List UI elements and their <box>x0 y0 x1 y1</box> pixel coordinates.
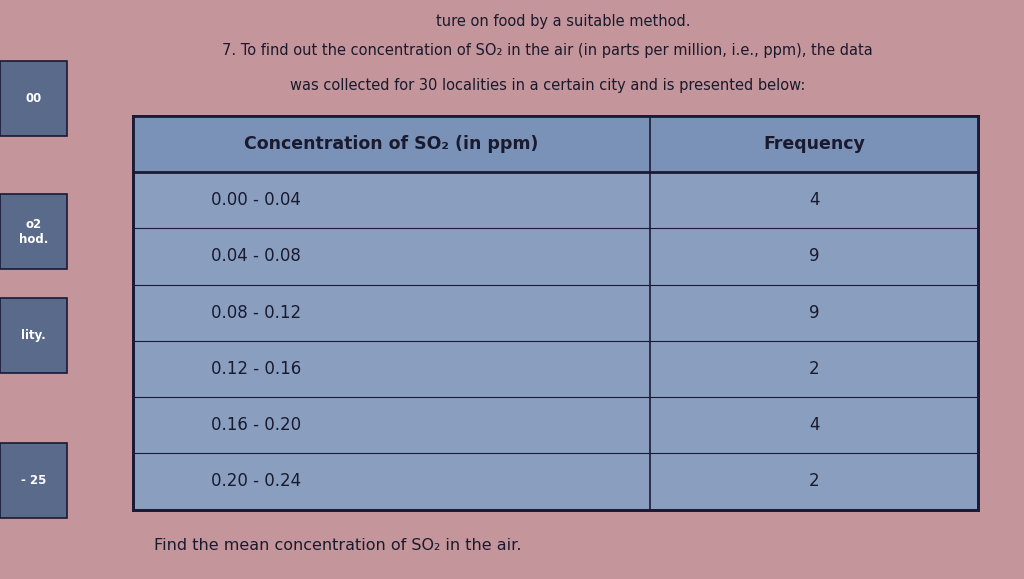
Text: ture on food by a suitable method.: ture on food by a suitable method. <box>436 14 690 30</box>
Text: 4: 4 <box>809 191 819 209</box>
Bar <box>0 194 67 269</box>
Text: 9: 9 <box>809 303 819 322</box>
Text: 4: 4 <box>809 416 819 434</box>
Text: 0.08 - 0.12: 0.08 - 0.12 <box>211 303 301 322</box>
Text: o2
hod.: o2 hod. <box>18 218 48 245</box>
Text: lity.: lity. <box>20 329 46 342</box>
Bar <box>133 116 978 172</box>
Text: 7. To find out the concentration of SO₂ in the air (in parts per million, i.e., : 7. To find out the concentration of SO₂ … <box>222 43 873 58</box>
Text: 0.04 - 0.08: 0.04 - 0.08 <box>211 247 301 265</box>
Text: - 25: - 25 <box>20 474 46 487</box>
Text: 9: 9 <box>809 247 819 265</box>
Text: 0.12 - 0.16: 0.12 - 0.16 <box>211 360 301 378</box>
Text: 2: 2 <box>809 472 819 490</box>
Bar <box>133 116 978 510</box>
Text: Frequency: Frequency <box>763 135 865 153</box>
Text: 00: 00 <box>26 92 41 105</box>
Bar <box>0 61 67 136</box>
Text: 0.16 - 0.20: 0.16 - 0.20 <box>211 416 301 434</box>
Text: was collected for 30 localities in a certain city and is presented below:: was collected for 30 localities in a cer… <box>290 78 806 93</box>
Text: 0.00 - 0.04: 0.00 - 0.04 <box>211 191 301 209</box>
Text: Concentration of SO₂ (in ppm): Concentration of SO₂ (in ppm) <box>245 135 539 153</box>
Text: 2: 2 <box>809 360 819 378</box>
Text: Find the mean concentration of SO₂ in the air.: Find the mean concentration of SO₂ in th… <box>154 538 521 554</box>
Text: 0.20 - 0.24: 0.20 - 0.24 <box>211 472 301 490</box>
Bar <box>0 443 67 518</box>
Bar <box>0 298 67 373</box>
